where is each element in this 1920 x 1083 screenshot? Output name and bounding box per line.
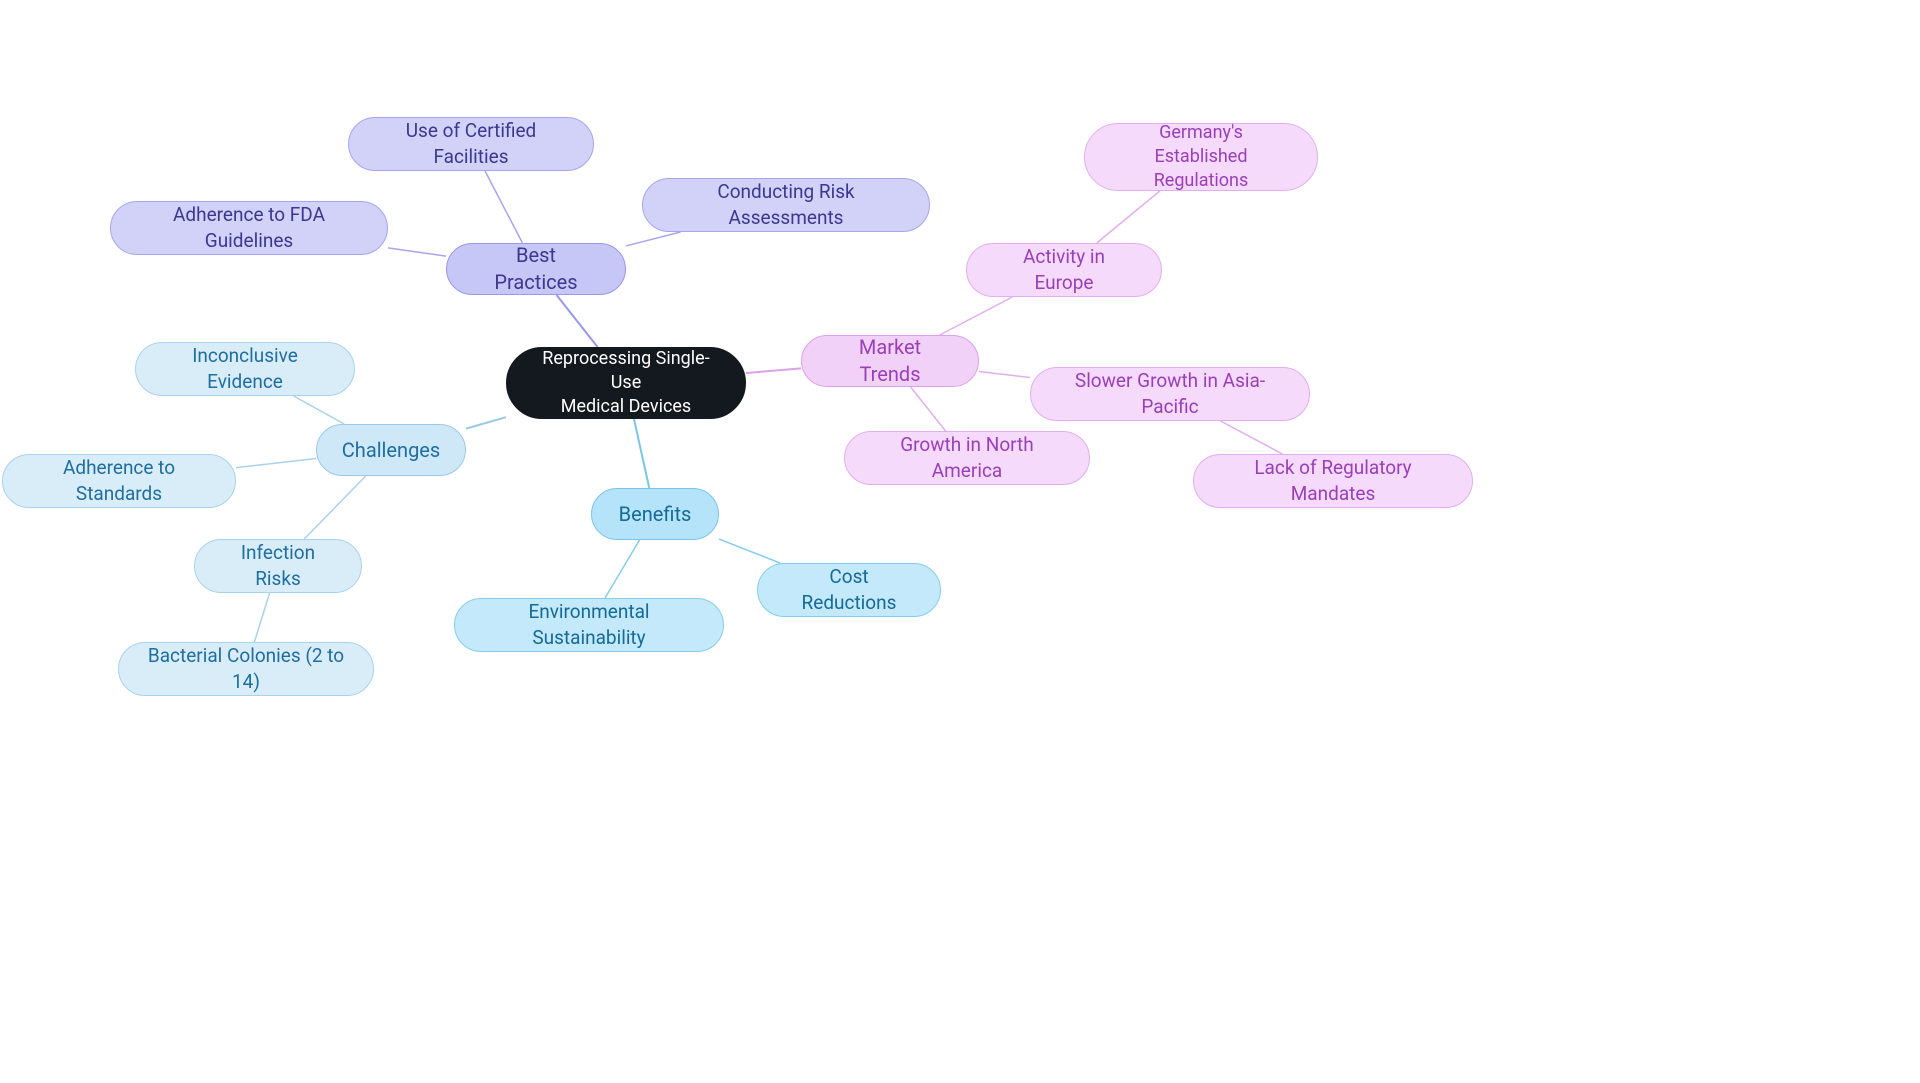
node-ch_infection: Infection Risks xyxy=(194,539,362,593)
node-mk_de: Germany's Established Regulations xyxy=(1084,123,1318,191)
edge-benefits-be_cost xyxy=(719,539,780,563)
node-be_cost: Cost Reductions xyxy=(757,563,941,617)
node-mk_na: Growth in North America xyxy=(844,431,1090,485)
edge-challenges-ch_infection xyxy=(304,476,365,539)
node-ch_bacterial: Bacterial Colonies (2 to 14) xyxy=(118,642,374,696)
node-root: Reprocessing Single-Use Medical Devices xyxy=(506,347,746,419)
node-mk_lack: Lack of Regulatory Mandates xyxy=(1193,454,1473,508)
node-benefits: Benefits xyxy=(591,488,719,540)
edge-market-mk_eu xyxy=(940,297,1013,335)
node-market: Market Trends xyxy=(801,335,979,387)
node-bp_risk: Conducting Risk Assessments xyxy=(642,178,930,232)
edge-challenges-ch_standards xyxy=(236,459,316,468)
node-ch_standards: Adherence to Standards xyxy=(2,454,236,508)
edge-benefits-be_env xyxy=(605,540,639,598)
node-best_practices: Best Practices xyxy=(446,243,626,295)
node-bp_cert: Use of Certified Facilities xyxy=(348,117,594,171)
edge-best_practices-bp_fda xyxy=(388,248,446,256)
node-bp_fda: Adherence to FDA Guidelines xyxy=(110,201,388,255)
edge-root-market xyxy=(746,368,801,373)
node-ch_inconclusive: Inconclusive Evidence xyxy=(135,342,355,396)
node-mk_eu: Activity in Europe xyxy=(966,243,1162,297)
edge-root-challenges xyxy=(466,417,506,428)
edge-ch_infection-ch_bacterial xyxy=(254,593,269,642)
edge-root-best_practices xyxy=(557,295,598,347)
edge-mk_eu-mk_de xyxy=(1097,191,1160,243)
edge-mk_ap-mk_lack xyxy=(1221,421,1283,454)
edge-best_practices-bp_cert xyxy=(485,171,522,243)
edge-best_practices-bp_risk xyxy=(626,232,681,246)
node-mk_ap: Slower Growth in Asia-Pacific xyxy=(1030,367,1310,421)
node-be_env: Environmental Sustainability xyxy=(454,598,724,652)
edge-market-mk_na xyxy=(911,387,946,431)
node-challenges: Challenges xyxy=(316,424,466,476)
edge-challenges-ch_inconclusive xyxy=(294,396,344,424)
edge-market-mk_ap xyxy=(979,371,1030,377)
edge-root-benefits xyxy=(634,419,649,488)
